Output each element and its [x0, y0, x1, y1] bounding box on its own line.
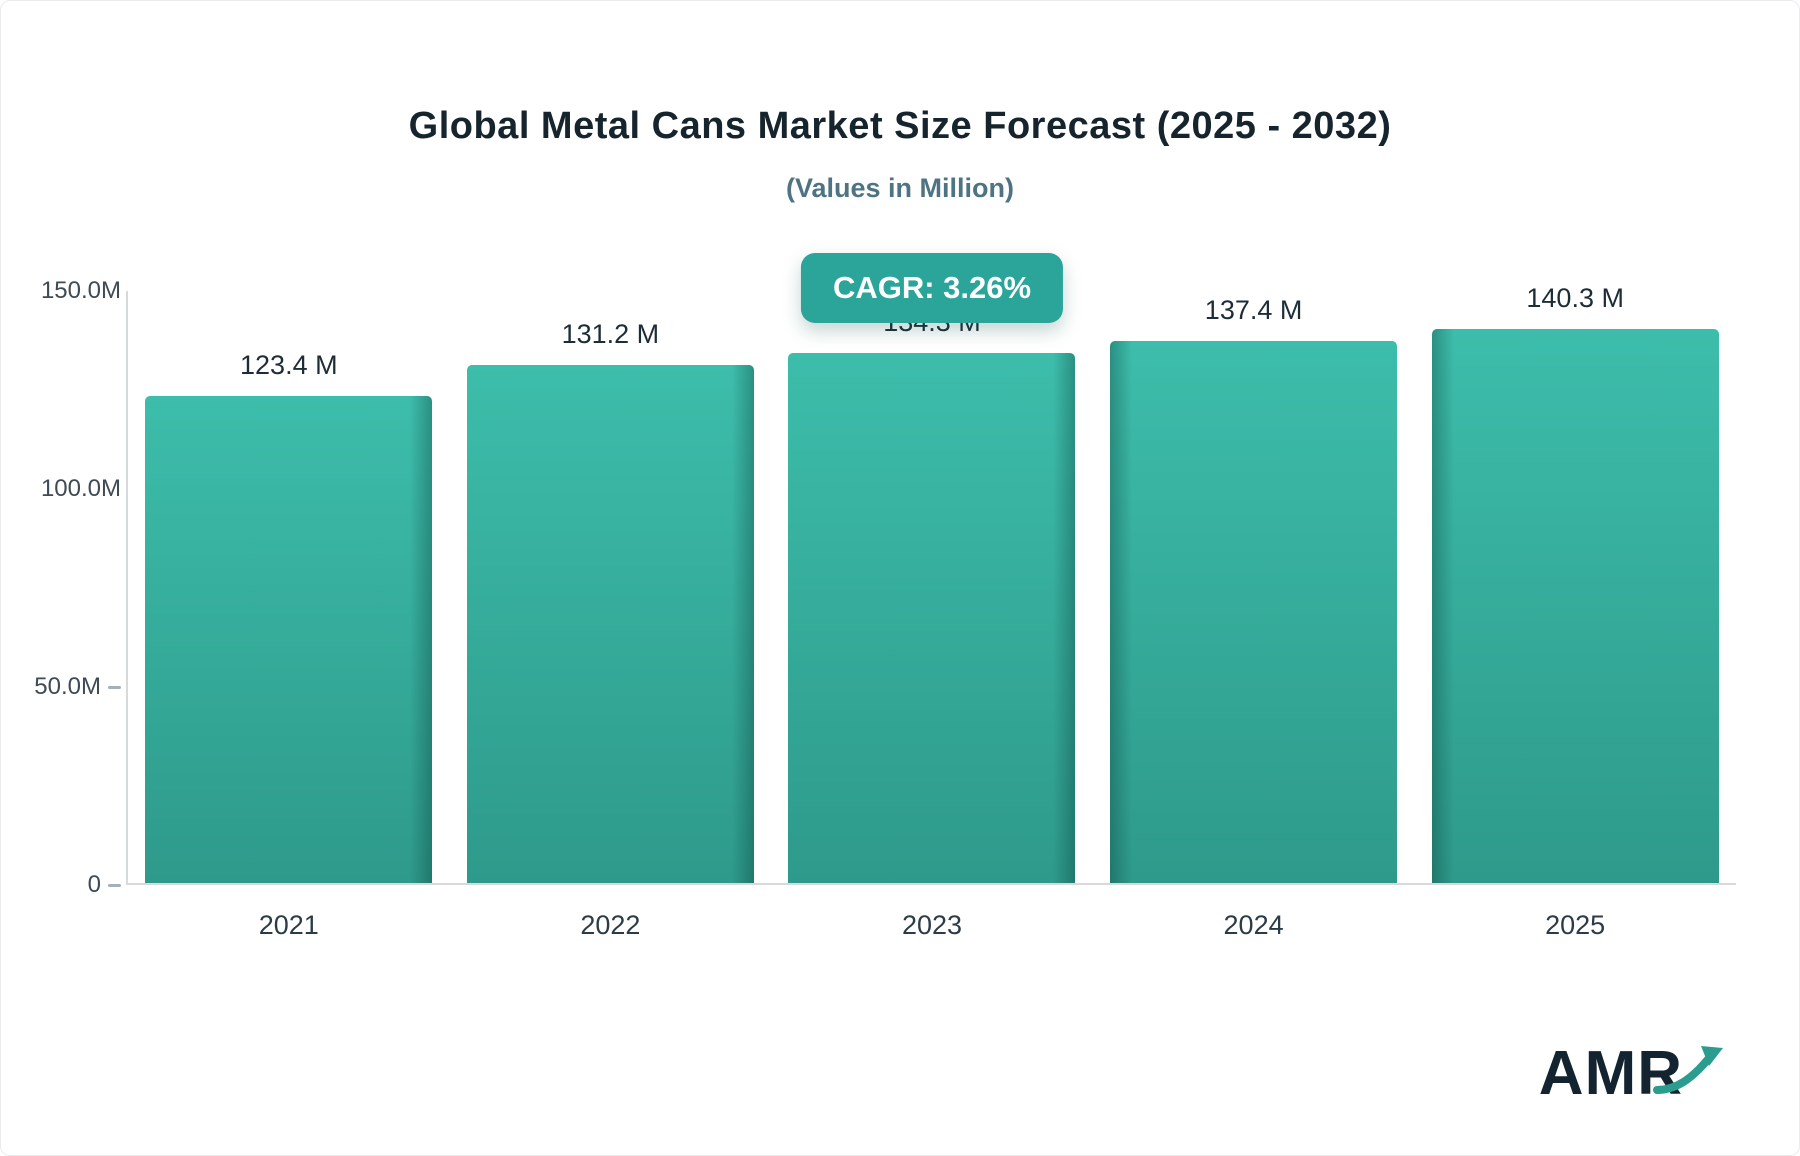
bar-group: 134.3 M 2023: [771, 291, 1093, 940]
logo-arrow-icon: [1653, 1045, 1723, 1094]
amr-logo: AMR: [1539, 1038, 1725, 1109]
y-axis-tick: 50.0M: [1, 673, 121, 701]
x-axis-label: 2021: [258, 910, 319, 940]
x-axis-label: 2022: [580, 910, 641, 940]
chart-subtitle: (Values in Million): [785, 173, 1015, 203]
y-axis: 150.0M 100.0M 50.0M 0: [1, 277, 121, 898]
amr-logo-text: AMR: [1538, 1039, 1683, 1108]
tick-mark: [108, 884, 121, 888]
cagr-badge: CAGR: 3.26%: [800, 253, 1064, 323]
x-axis-label: 2023: [901, 910, 963, 940]
bar-value-label: 140.3 M: [1526, 283, 1624, 314]
bar-value-label: 137.4 M: [1204, 294, 1303, 325]
y-axis-tick: 0: [1, 871, 121, 899]
y-axis-tick: 150.0M: [40, 277, 121, 304]
bar-group: 123.4 M 2021: [128, 291, 450, 940]
bar: 131.2 M: [466, 319, 754, 883]
bar-group: 140.3 M 2025: [1414, 283, 1736, 940]
bars: 123.4 M 2021 131.2 M 2022 134.3 M 2023 137.4 M…: [128, 283, 1736, 940]
bar: 140.3 M: [1431, 283, 1719, 883]
bar-value-label: 123.4 M: [240, 349, 338, 380]
x-axis-label: 2025: [1545, 910, 1606, 940]
bar: 137.4 M: [1110, 295, 1398, 884]
plot-area: CAGR: 3.26% 123.4 M 2021 131.2 M 2022 134.3 …: [126, 253, 1736, 940]
tick-mark: [108, 686, 121, 690]
bar-group: 137.4 M 2024: [1093, 291, 1415, 940]
bar-value-label: 131.2 M: [561, 319, 660, 350]
y-axis-tick: 100.0M: [40, 475, 121, 502]
bar-group: 131.2 M 2022: [450, 291, 772, 940]
chart-title: Global Metal Cans Market Size Forecast (…: [408, 105, 1392, 147]
bar: 123.4 M: [145, 350, 433, 884]
bar: 134.3 M: [788, 307, 1076, 884]
x-axis-label: 2024: [1223, 910, 1284, 940]
